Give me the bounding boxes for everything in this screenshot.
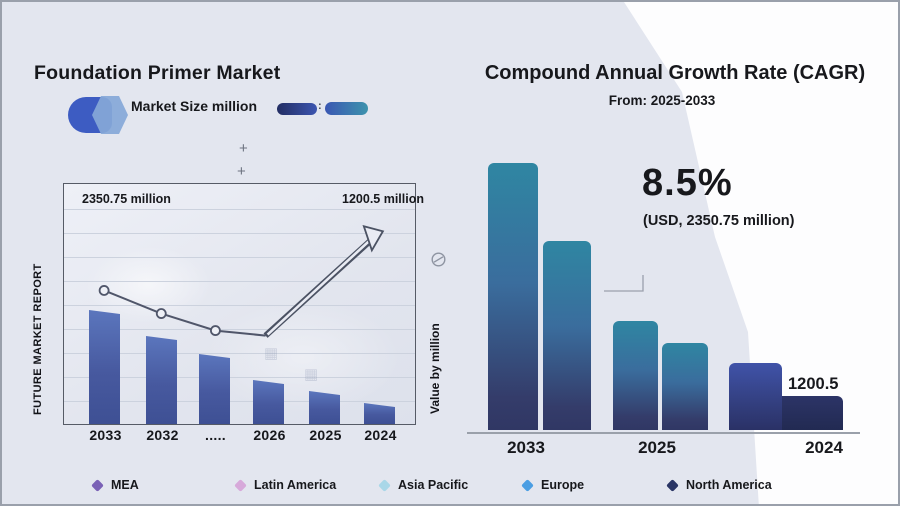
bar-..... (199, 354, 230, 424)
bar-2024 (729, 363, 782, 430)
legend-label: Asia Pacific (398, 478, 469, 492)
logo-hexagon-shape (92, 96, 128, 134)
bar-2033 (488, 163, 538, 430)
clipboard-watermark-icon: ▦ (304, 366, 319, 383)
trend-line-arrow (98, 224, 385, 338)
brand-logo (68, 96, 130, 134)
legend-diamond-icon (378, 478, 391, 492)
legend-diamond-icon (521, 478, 534, 492)
gridlines (64, 186, 415, 424)
legend-label: Latin America (254, 478, 337, 492)
plus-decoration: + (239, 140, 248, 157)
step-line-decoration (604, 275, 644, 292)
legend-diamond-icon (91, 478, 104, 492)
legend-label: North America (686, 478, 772, 492)
y-axis-label: Value by million (428, 323, 442, 414)
cagr-value: 8.5% (642, 162, 733, 204)
right-chart-title: Compound Annual Growth Rate (CAGR) (484, 62, 866, 84)
legend-label: Europe (541, 478, 585, 492)
max-value-annotation: 2350.75 million (82, 192, 171, 206)
right-x-axis-line (467, 432, 860, 434)
right-chart-subtitle: From: 2025-2033 (608, 93, 716, 108)
bar-2025 (309, 391, 340, 424)
circle-slash-icon (431, 252, 446, 267)
legend-diamond-icon (666, 478, 679, 492)
x-tick-label: 2026 (253, 427, 286, 443)
left-bar-chart-panel: 2350.75 million 1200.5 million ▦ ▦ (63, 183, 424, 425)
x-tick-label: 2025 (638, 438, 676, 457)
x-tick-label: ..... (205, 427, 226, 443)
side-watermark-text: FUTURE MARKET REPORT (32, 263, 44, 415)
legend-item-mea: MEA (91, 477, 139, 493)
x-tick-label: 2033 (89, 427, 122, 443)
plus-decoration: + (237, 163, 246, 180)
cagr-detail: (USD, 2350.75 million) (643, 213, 795, 229)
bar-2025 (662, 343, 708, 430)
clipboard-watermark-icon: ▦ (264, 345, 279, 362)
bar-2025 (613, 321, 658, 430)
x-tick-label: 2024 (364, 427, 397, 443)
x-tick-label: 2033 (507, 438, 545, 457)
gradient-pill-teal (325, 102, 368, 115)
bar-2026 (253, 380, 284, 424)
value-callout-2024: 1200.5 (788, 375, 839, 393)
series-legend-label: Market Size million (131, 98, 258, 114)
legend-item-europe: Europe (521, 477, 585, 493)
legend-item-asia-pacific: Asia Pacific (378, 477, 469, 493)
min-value-annotation: 1200.5 million (342, 192, 424, 206)
pill-separator: : (318, 100, 322, 112)
legend-item-latin-america: Latin America (234, 477, 337, 493)
x-tick-label: 2025 (309, 427, 342, 443)
gradient-pill-dark (277, 103, 317, 115)
left-chart-title: Foundation Primer Market (34, 62, 281, 84)
bar-2033 (543, 241, 591, 430)
bar-2032 (146, 336, 177, 424)
x-tick-label: 2032 (146, 427, 179, 443)
bar-2024 (364, 403, 395, 424)
legend-item-north-america: North America (666, 477, 772, 493)
legend-diamond-icon (234, 478, 247, 492)
x-tick-label: 2024 (805, 438, 843, 457)
bar-2024 (782, 396, 843, 430)
legend-label: MEA (111, 478, 139, 492)
bar-2033 (89, 310, 120, 424)
